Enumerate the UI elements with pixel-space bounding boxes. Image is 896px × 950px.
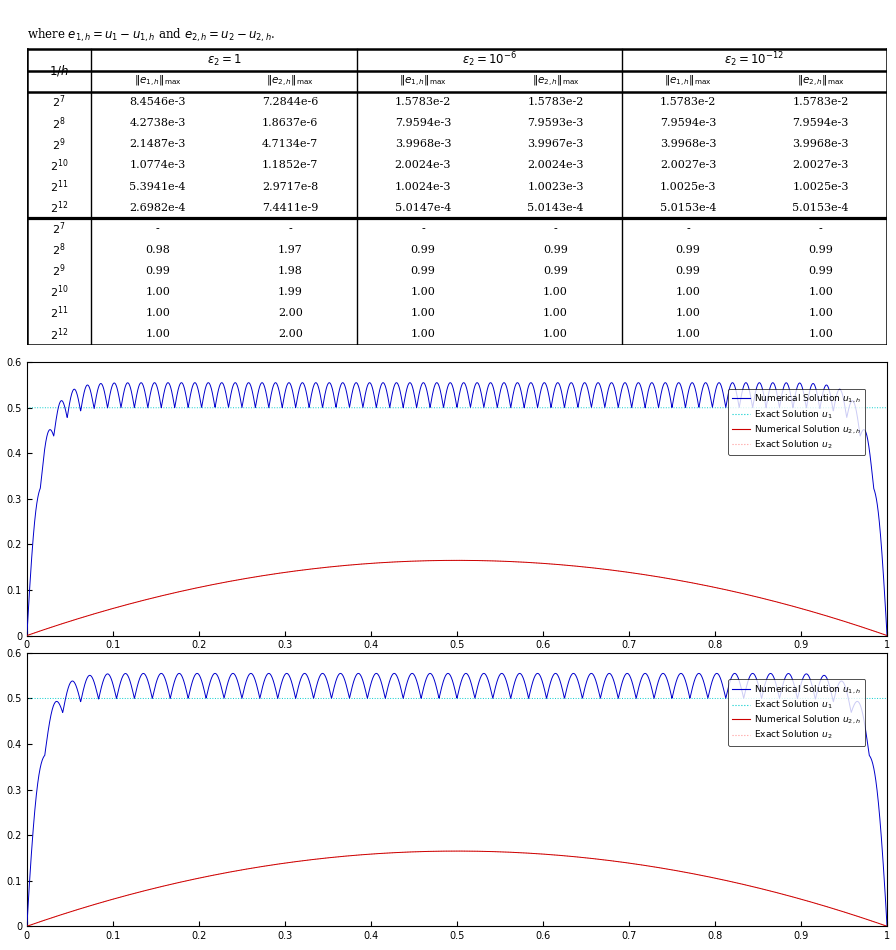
Text: $2^{11}$: $2^{11}$ <box>50 179 68 195</box>
Text: 0.99: 0.99 <box>410 266 435 276</box>
Text: 0.98: 0.98 <box>145 245 170 255</box>
Text: 1.5783e-2: 1.5783e-2 <box>395 97 451 107</box>
Text: $2^{10}$: $2^{10}$ <box>50 284 68 300</box>
Text: $\|e_{1,h}\|_{\max}$: $\|e_{1,h}\|_{\max}$ <box>664 74 712 88</box>
Text: 1.00: 1.00 <box>410 330 435 339</box>
Text: 1.0023e-3: 1.0023e-3 <box>527 181 584 192</box>
Text: 0.99: 0.99 <box>410 245 435 255</box>
Text: -: - <box>289 224 292 234</box>
Text: 1.0025e-3: 1.0025e-3 <box>659 181 717 192</box>
Text: 7.9593e-3: 7.9593e-3 <box>528 119 583 128</box>
Text: 7.4411e-9: 7.4411e-9 <box>263 202 318 213</box>
Text: 2.9717e-8: 2.9717e-8 <box>263 181 318 192</box>
Text: $\varepsilon_2 = 10^{-12}$: $\varepsilon_2 = 10^{-12}$ <box>725 50 784 69</box>
Text: $\|e_{2,h}\|_{\max}$: $\|e_{2,h}\|_{\max}$ <box>797 74 845 88</box>
Text: $2^{8}$: $2^{8}$ <box>52 241 66 258</box>
Text: $\varepsilon_2 = 10^{-6}$: $\varepsilon_2 = 10^{-6}$ <box>461 50 517 69</box>
Text: 3.9968e-3: 3.9968e-3 <box>792 140 849 149</box>
Text: 0.99: 0.99 <box>676 266 701 276</box>
Text: 1.5783e-2: 1.5783e-2 <box>660 97 716 107</box>
Text: 3.9967e-3: 3.9967e-3 <box>528 140 583 149</box>
Text: $\|e_{1,h}\|_{\max}$: $\|e_{1,h}\|_{\max}$ <box>399 74 447 88</box>
Text: 2.00: 2.00 <box>278 308 303 318</box>
Text: -: - <box>686 224 690 234</box>
Text: -: - <box>819 224 823 234</box>
Text: $2^{11}$: $2^{11}$ <box>50 305 68 321</box>
Text: $2^{10}$: $2^{10}$ <box>50 157 68 174</box>
Text: 1.99: 1.99 <box>278 287 303 297</box>
Text: where $e_{1,h} = u_1 - u_{1,h}$ and $e_{2,h} = u_2 - u_{2,h}$.: where $e_{1,h} = u_1 - u_{1,h}$ and $e_{… <box>27 27 275 45</box>
Text: 1.00: 1.00 <box>410 308 435 318</box>
Text: 1.5783e-2: 1.5783e-2 <box>793 97 849 107</box>
Text: 7.2844e-6: 7.2844e-6 <box>263 97 318 107</box>
Text: 1.98: 1.98 <box>278 266 303 276</box>
Text: 1.97: 1.97 <box>278 245 303 255</box>
Text: 1.0025e-3: 1.0025e-3 <box>792 181 849 192</box>
Text: 1.00: 1.00 <box>543 287 568 297</box>
Text: 3.9968e-3: 3.9968e-3 <box>659 140 717 149</box>
Text: $1/h$: $1/h$ <box>49 63 69 78</box>
Text: 8.4546e-3: 8.4546e-3 <box>129 97 186 107</box>
Text: $\|e_{2,h}\|_{\max}$: $\|e_{2,h}\|_{\max}$ <box>531 74 580 88</box>
Text: 5.0153e-4: 5.0153e-4 <box>792 202 849 213</box>
Text: 0.99: 0.99 <box>145 266 170 276</box>
Text: 2.0027e-3: 2.0027e-3 <box>793 161 849 170</box>
Text: $\|e_{1,h}\|_{\max}$: $\|e_{1,h}\|_{\max}$ <box>134 74 182 88</box>
Text: 1.00: 1.00 <box>676 287 701 297</box>
Text: -: - <box>554 224 557 234</box>
Text: 2.1487e-3: 2.1487e-3 <box>130 140 185 149</box>
Text: 2.00: 2.00 <box>278 330 303 339</box>
Text: $2^{7}$: $2^{7}$ <box>53 94 65 110</box>
Text: 7.9594e-3: 7.9594e-3 <box>793 119 849 128</box>
Text: 0.99: 0.99 <box>808 266 833 276</box>
Text: 3.9968e-3: 3.9968e-3 <box>394 140 452 149</box>
Text: 2.0027e-3: 2.0027e-3 <box>660 161 716 170</box>
Text: $2^{9}$: $2^{9}$ <box>52 136 66 153</box>
Text: $2^{9}$: $2^{9}$ <box>52 263 66 279</box>
Text: $\varepsilon_2 = 1$: $\varepsilon_2 = 1$ <box>207 52 241 67</box>
Text: 1.00: 1.00 <box>145 287 170 297</box>
Text: 1.00: 1.00 <box>543 308 568 318</box>
Text: -: - <box>156 224 159 234</box>
Text: 5.0153e-4: 5.0153e-4 <box>659 202 717 213</box>
Text: $2^{7}$: $2^{7}$ <box>53 220 65 238</box>
Text: 1.5783e-2: 1.5783e-2 <box>528 97 583 107</box>
Text: 2.0024e-3: 2.0024e-3 <box>394 161 452 170</box>
Text: 1.1852e-7: 1.1852e-7 <box>263 161 318 170</box>
Text: 1.8637e-6: 1.8637e-6 <box>263 119 318 128</box>
Text: $2^{8}$: $2^{8}$ <box>52 115 66 132</box>
Text: 1.00: 1.00 <box>145 330 170 339</box>
Text: 1.00: 1.00 <box>676 330 701 339</box>
Text: 5.3941e-4: 5.3941e-4 <box>129 181 186 192</box>
Text: 0.99: 0.99 <box>543 245 568 255</box>
Text: 1.00: 1.00 <box>410 287 435 297</box>
Text: 2.0024e-3: 2.0024e-3 <box>527 161 584 170</box>
Text: 1.00: 1.00 <box>543 330 568 339</box>
Text: 2.6982e-4: 2.6982e-4 <box>129 202 186 213</box>
Text: 1.0024e-3: 1.0024e-3 <box>394 181 452 192</box>
Text: 1.0774e-3: 1.0774e-3 <box>130 161 185 170</box>
Text: 0.99: 0.99 <box>543 266 568 276</box>
Text: 0.99: 0.99 <box>808 245 833 255</box>
Text: 4.7134e-7: 4.7134e-7 <box>263 140 318 149</box>
Text: 1.00: 1.00 <box>808 287 833 297</box>
Legend: Numerical Solution $u_{1,h}$, Exact Solution $u_1$, Numerical Solution $u_{2,h}$: Numerical Solution $u_{1,h}$, Exact Solu… <box>728 389 866 455</box>
Text: 5.0147e-4: 5.0147e-4 <box>395 202 451 213</box>
Text: $2^{12}$: $2^{12}$ <box>50 326 68 343</box>
Text: 7.9594e-3: 7.9594e-3 <box>395 119 451 128</box>
Text: 5.0143e-4: 5.0143e-4 <box>527 202 584 213</box>
Text: 1.00: 1.00 <box>808 308 833 318</box>
Text: $\|e_{2,h}\|_{\max}$: $\|e_{2,h}\|_{\max}$ <box>266 74 314 88</box>
Legend: Numerical Solution $u_{1,h}$, Exact Solution $u_1$, Numerical Solution $u_{2,h}$: Numerical Solution $u_{1,h}$, Exact Solu… <box>728 679 866 746</box>
Text: -: - <box>421 224 425 234</box>
Text: 7.9594e-3: 7.9594e-3 <box>660 119 716 128</box>
Text: 1.00: 1.00 <box>145 308 170 318</box>
Text: 1.00: 1.00 <box>808 330 833 339</box>
Text: 4.2738e-3: 4.2738e-3 <box>130 119 185 128</box>
Text: 0.99: 0.99 <box>676 245 701 255</box>
Text: $2^{12}$: $2^{12}$ <box>50 200 68 216</box>
Text: 1.00: 1.00 <box>676 308 701 318</box>
